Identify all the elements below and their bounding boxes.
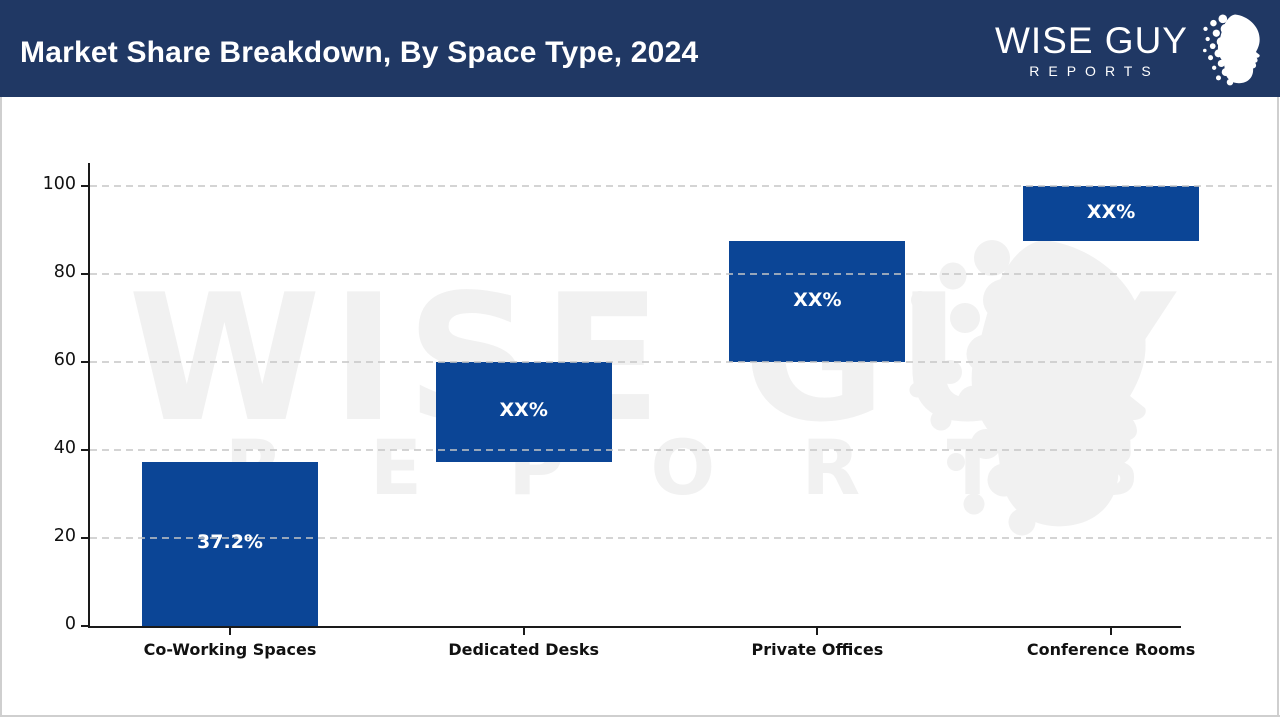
- y-tick-label-100: 100: [42, 174, 76, 194]
- bar-conference-rooms: [1023, 186, 1200, 241]
- y-tick-0: [81, 625, 88, 627]
- y-tick-80: [81, 273, 88, 275]
- x-tick-co-working-spaces: [229, 628, 231, 635]
- gridline-20: [90, 537, 1272, 539]
- y-tick-40: [81, 449, 88, 451]
- gridline-40: [90, 449, 1272, 451]
- header-bar: Market Share Breakdown, By Space Type, 2…: [0, 0, 1280, 97]
- y-axis-spine: [88, 163, 90, 628]
- brand-logo: WISE GUY REPORTS: [995, 7, 1266, 93]
- logo-wordmark: WISE GUY: [994, 19, 1188, 61]
- y-tick-100: [81, 185, 88, 187]
- y-tick-label-20: 20: [53, 526, 76, 546]
- y-tick-20: [81, 537, 88, 539]
- bar-value-label-conference-rooms: XX%: [1086, 200, 1136, 223]
- logo-head-icon: [1203, 14, 1260, 85]
- page-title: Market Share Breakdown, By Space Type, 2…: [20, 36, 699, 69]
- y-tick-60: [81, 361, 88, 363]
- bar-co-working-spaces: [142, 462, 318, 626]
- logo-subtitle: REPORTS: [1029, 62, 1160, 79]
- x-category-label-dedicated-desks: Dedicated Desks: [448, 640, 600, 659]
- x-axis-spine: [88, 626, 1181, 628]
- y-tick-label-0: 0: [64, 614, 76, 634]
- bar-value-label-private-offices: XX%: [793, 288, 842, 311]
- y-tick-label-80: 80: [53, 262, 76, 282]
- bar-value-label-co-working-spaces: 37.2%: [197, 531, 263, 554]
- bar-dedicated-desks: [435, 362, 612, 463]
- gridline-60: [90, 361, 1272, 363]
- gridline-80: [90, 273, 1272, 275]
- x-tick-conference-rooms: [1110, 628, 1113, 635]
- y-tick-label-40: 40: [53, 438, 76, 458]
- left-border: [0, 97, 2, 717]
- y-tick-label-60: 60: [53, 350, 76, 370]
- gridline-100: [90, 185, 1272, 187]
- x-category-label-private-offices: Private Offices: [751, 640, 884, 659]
- right-border: [1277, 97, 1279, 717]
- x-tick-private-offices: [816, 628, 819, 635]
- bottom-border: [0, 715, 1280, 717]
- bar-value-label-dedicated-desks: XX%: [499, 399, 548, 422]
- x-category-label-conference-rooms: Conference Rooms: [1026, 640, 1196, 659]
- x-category-label-co-working-spaces: Co-Working Spaces: [143, 640, 317, 659]
- bar-private-offices: [729, 241, 906, 362]
- x-tick-dedicated-desks: [522, 628, 525, 635]
